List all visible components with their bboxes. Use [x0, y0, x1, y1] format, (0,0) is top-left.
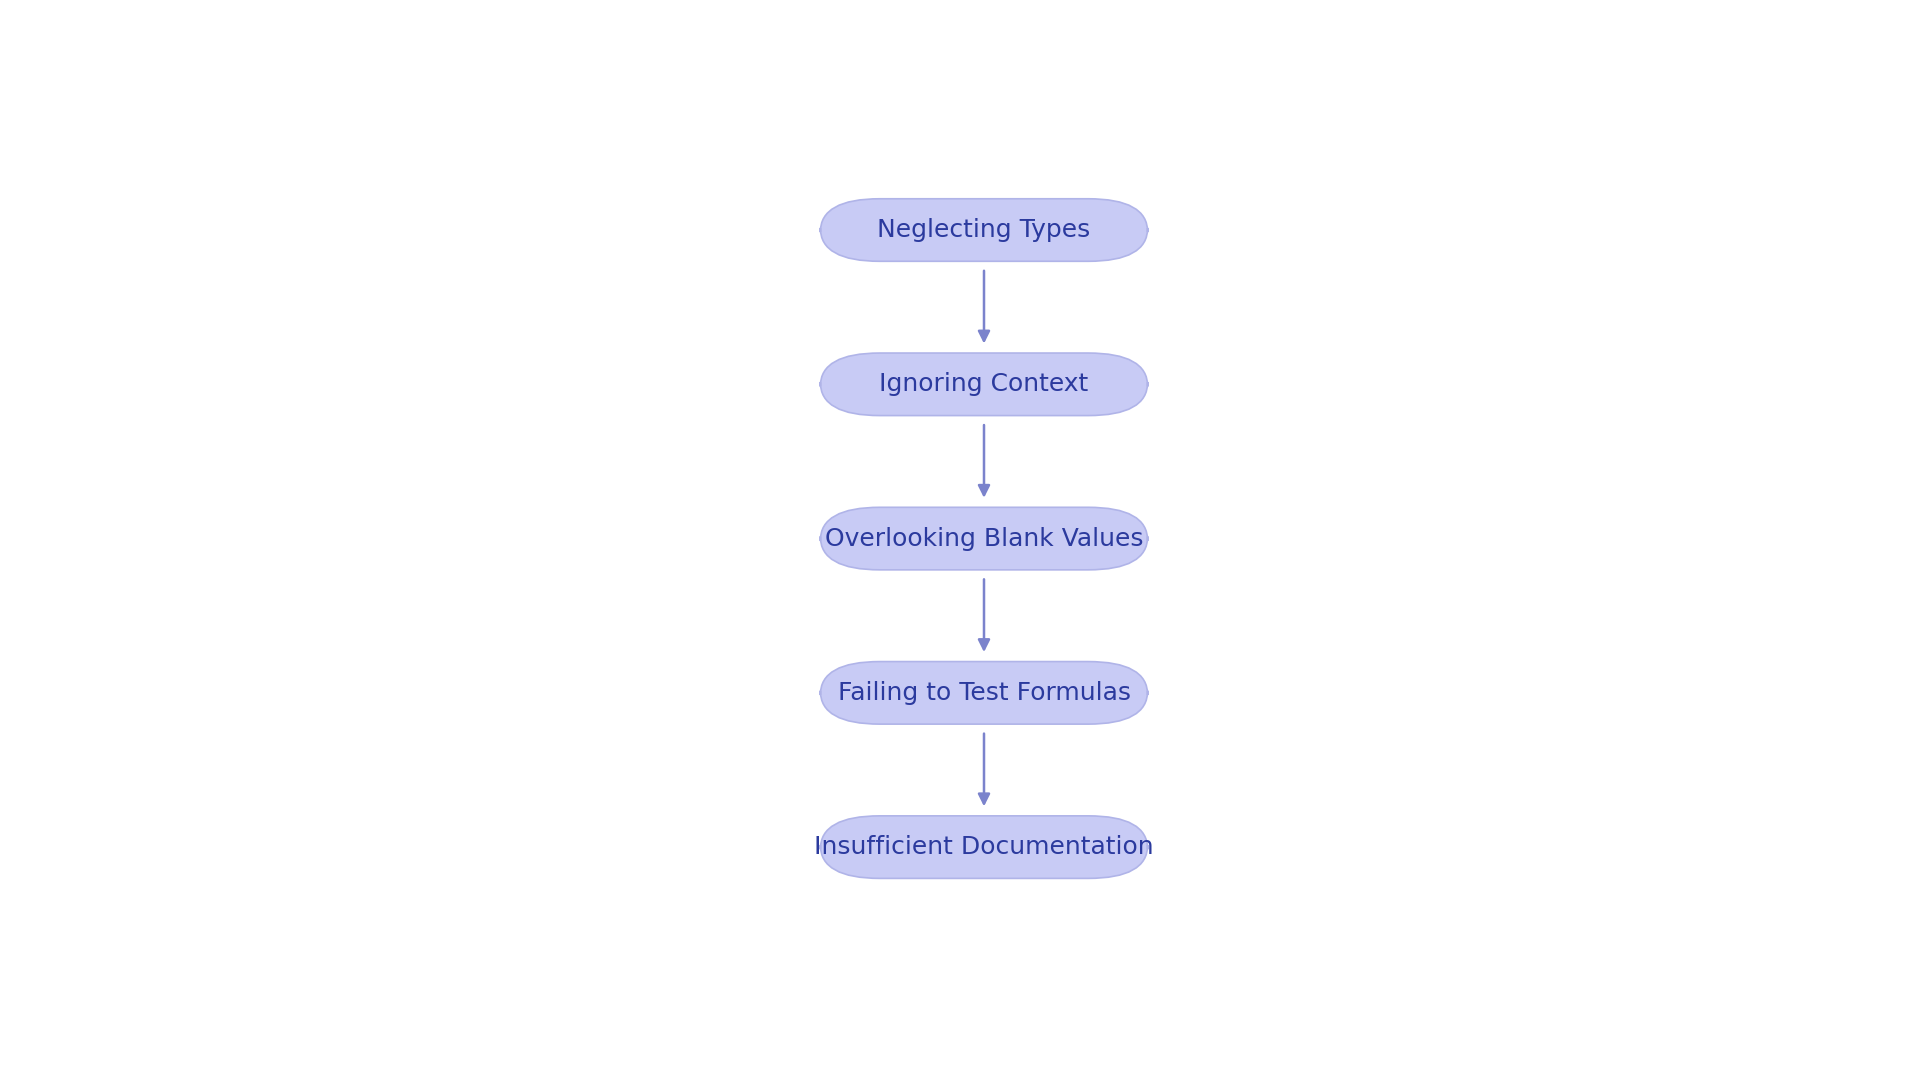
Text: Overlooking Blank Values: Overlooking Blank Values — [826, 526, 1142, 550]
FancyBboxPatch shape — [820, 507, 1148, 570]
Text: Neglecting Types: Neglecting Types — [877, 218, 1091, 242]
FancyBboxPatch shape — [820, 662, 1148, 725]
FancyBboxPatch shape — [820, 353, 1148, 416]
Text: Failing to Test Formulas: Failing to Test Formulas — [837, 681, 1131, 705]
Text: Insufficient Documentation: Insufficient Documentation — [814, 835, 1154, 859]
FancyBboxPatch shape — [820, 815, 1148, 878]
FancyBboxPatch shape — [820, 199, 1148, 261]
Text: Ignoring Context: Ignoring Context — [879, 373, 1089, 396]
